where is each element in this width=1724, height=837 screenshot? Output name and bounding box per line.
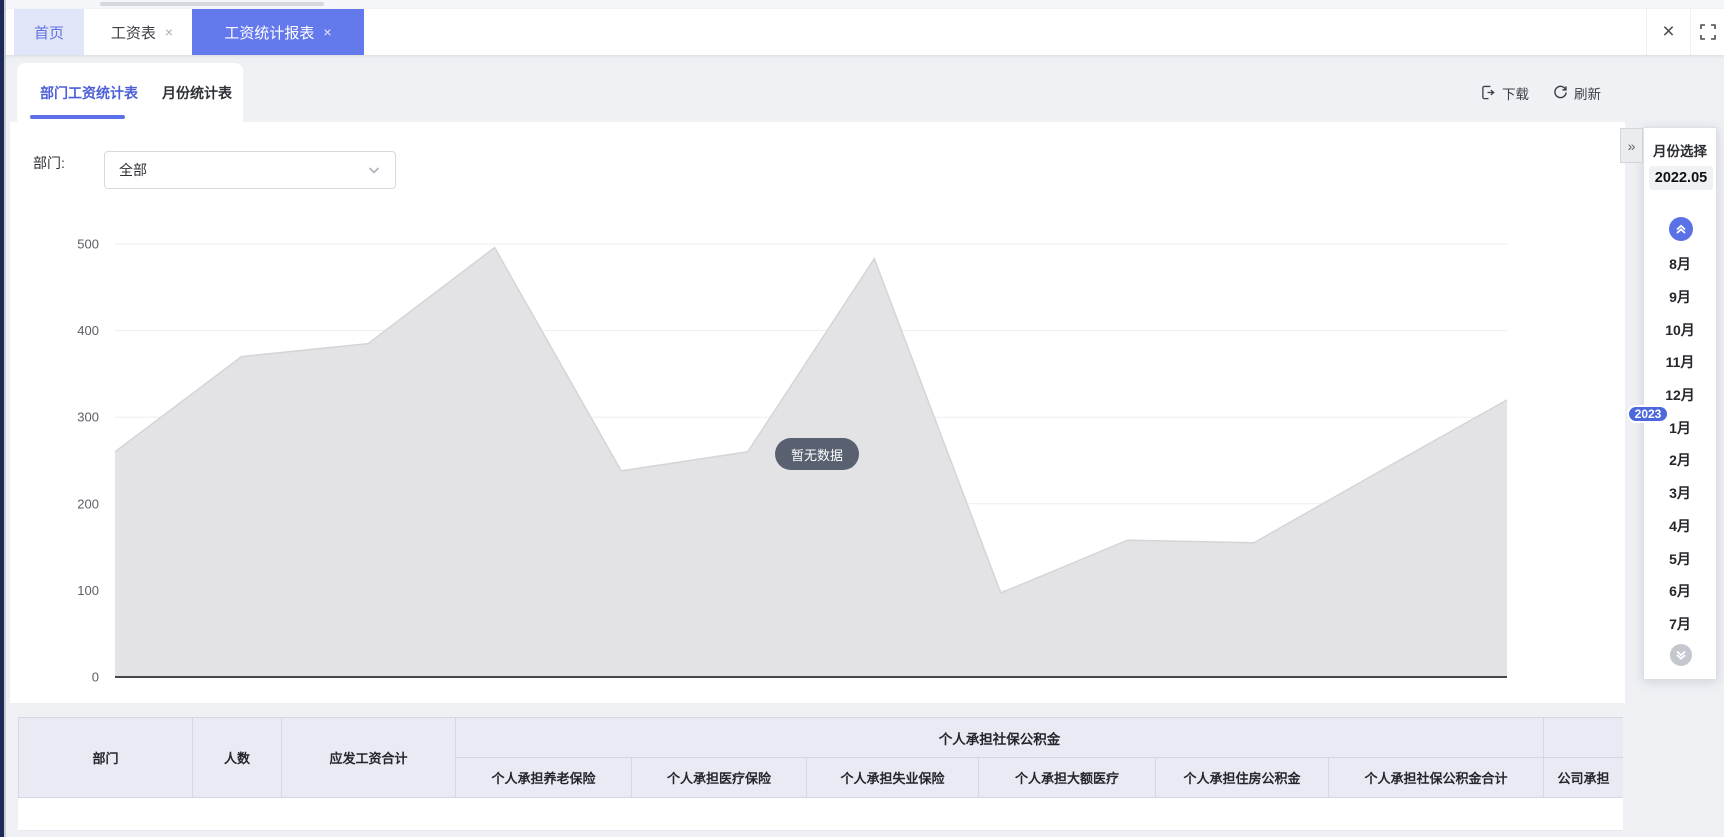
table-group-header: 个人承担社保公积金 <box>454 717 1545 758</box>
download-label: 下载 <box>1502 86 1529 102</box>
table-subheader-cell: 公司承担 <box>1543 757 1623 798</box>
svg-text:100: 100 <box>77 583 99 598</box>
active-subtab-underline <box>30 115 125 119</box>
month-item[interactable]: 6月 <box>1669 583 1691 600</box>
month-item[interactable]: 5月 <box>1669 550 1691 567</box>
svg-text:0: 0 <box>92 670 99 685</box>
double-chevron-down-icon <box>1676 650 1686 660</box>
main-tab-bar: 首页 工资表 × 工资统计报表 × × <box>4 9 1724 55</box>
report-subtab-strip: 部门工资统计表 月份统计表 下载 刷新 <box>10 63 1625 122</box>
left-sidebar-edge <box>0 0 4 837</box>
top-scrollbar-thumb[interactable] <box>100 2 324 6</box>
tab-salary-report[interactable]: 工资统计报表 × <box>192 9 364 55</box>
tab-salary-report-label: 工资统计报表 <box>224 24 315 42</box>
area-chart-svg: 0 100 200 300 400 500 <box>77 237 1508 685</box>
year-badge: 2023 <box>1627 405 1669 423</box>
tab-close-icon[interactable]: × <box>164 24 174 40</box>
tab-salary-sheet-label: 工资表 <box>110 24 156 42</box>
table-subheader-cell: 个人承担失业保险 <box>806 757 979 798</box>
chevron-down-icon <box>368 167 380 174</box>
current-month-chip: 2022.05 <box>1649 166 1713 190</box>
double-chevron-up-icon <box>1676 224 1686 234</box>
department-select[interactable]: 全部 <box>104 151 396 189</box>
subtab-container: 部门工资统计表 月份统计表 <box>17 63 243 122</box>
scroll-up-button[interactable] <box>1669 217 1693 241</box>
table-subheader-cell: 个人承担医疗保险 <box>631 757 807 798</box>
month-panel-title: 月份选择 <box>1653 144 1707 159</box>
subtab-month-stats[interactable]: 月份统计表 <box>162 84 232 101</box>
department-filter-label: 部门: <box>33 155 65 171</box>
table-subheader-cell: 个人承担住房公积金 <box>1155 757 1329 798</box>
month-item[interactable]: 7月 <box>1669 615 1691 632</box>
table-header-cell: 部门 <box>18 717 193 798</box>
month-item[interactable]: 12月 <box>1665 387 1695 404</box>
svg-text:500: 500 <box>77 237 99 252</box>
month-item[interactable]: 11月 <box>1665 354 1695 371</box>
refresh-label: 刷新 <box>1574 86 1601 102</box>
table-group-header <box>1543 717 1623 758</box>
refresh-icon <box>1554 85 1567 99</box>
fullscreen-icon[interactable] <box>1690 9 1724 55</box>
toolbar: 下载 刷新 <box>1481 63 1601 122</box>
month-item[interactable]: 1月 <box>1669 419 1691 436</box>
tab-salary-sheet[interactable]: 工资表 × <box>92 9 192 55</box>
chart-card: 部门: 全部 0 100 200 300 400 500 暂无数据 <box>10 122 1625 703</box>
panel-collapse-button[interactable]: » <box>1620 128 1643 163</box>
no-data-tooltip: 暂无数据 <box>775 438 860 470</box>
tab-close-icon[interactable]: × <box>323 24 332 40</box>
left-divider <box>4 0 6 837</box>
table-subheader-cell: 个人承担大额医疗 <box>978 757 1156 798</box>
fullscreen-glyph <box>1699 24 1716 40</box>
statistics-table: 部门 人数 应发工资合计 个人承担社保公积金 个人承担养老保险 个人承担医疗保险 个人承担… <box>18 717 1623 831</box>
month-item[interactable]: 10月 <box>1665 321 1695 338</box>
month-item[interactable]: 4月 <box>1669 517 1691 534</box>
month-item[interactable]: 8月 <box>1669 256 1691 273</box>
month-select-panel: 月份选择 2022.05 8月 9月 10月 11月 12月 1月 2月 3月 4月 5月 6月 7月… <box>1627 127 1717 680</box>
svg-text:400: 400 <box>77 323 99 338</box>
download-icon <box>1482 85 1495 100</box>
refresh-button[interactable]: 刷新 <box>1553 83 1601 103</box>
table-header-cell: 应发工资合计 <box>281 717 456 798</box>
table-empty-body <box>18 797 1623 831</box>
close-icon[interactable]: × <box>1646 9 1690 55</box>
area-chart: 0 100 200 300 400 500 暂无数据 <box>10 122 1625 703</box>
month-item[interactable]: 9月 <box>1669 289 1691 306</box>
month-item[interactable]: 2月 <box>1669 452 1691 469</box>
subtab-department-stats[interactable]: 部门工资统计表 <box>40 84 138 101</box>
download-button[interactable]: 下载 <box>1481 83 1529 103</box>
table-header-cell: 人数 <box>192 717 282 798</box>
table-subheader-cell: 个人承担养老保险 <box>455 757 632 798</box>
tab-home-label: 首页 <box>33 24 64 42</box>
top-scrollbar-track <box>4 0 1724 9</box>
svg-text:200: 200 <box>77 496 99 511</box>
filter-row: 部门: 全部 <box>10 122 1625 202</box>
department-select-value: 全部 <box>119 162 147 178</box>
scroll-down-button[interactable] <box>1670 644 1692 666</box>
month-list: 8月 9月 10月 11月 12月 1月 2月 3月 4月 5月 6月 7月 <box>1644 248 1716 640</box>
svg-text:300: 300 <box>77 410 99 425</box>
month-item[interactable]: 3月 <box>1669 485 1691 502</box>
tab-home[interactable]: 首页 <box>14 9 84 55</box>
table-subheader-cell: 个人承担社保公积金合计 <box>1327 757 1545 798</box>
